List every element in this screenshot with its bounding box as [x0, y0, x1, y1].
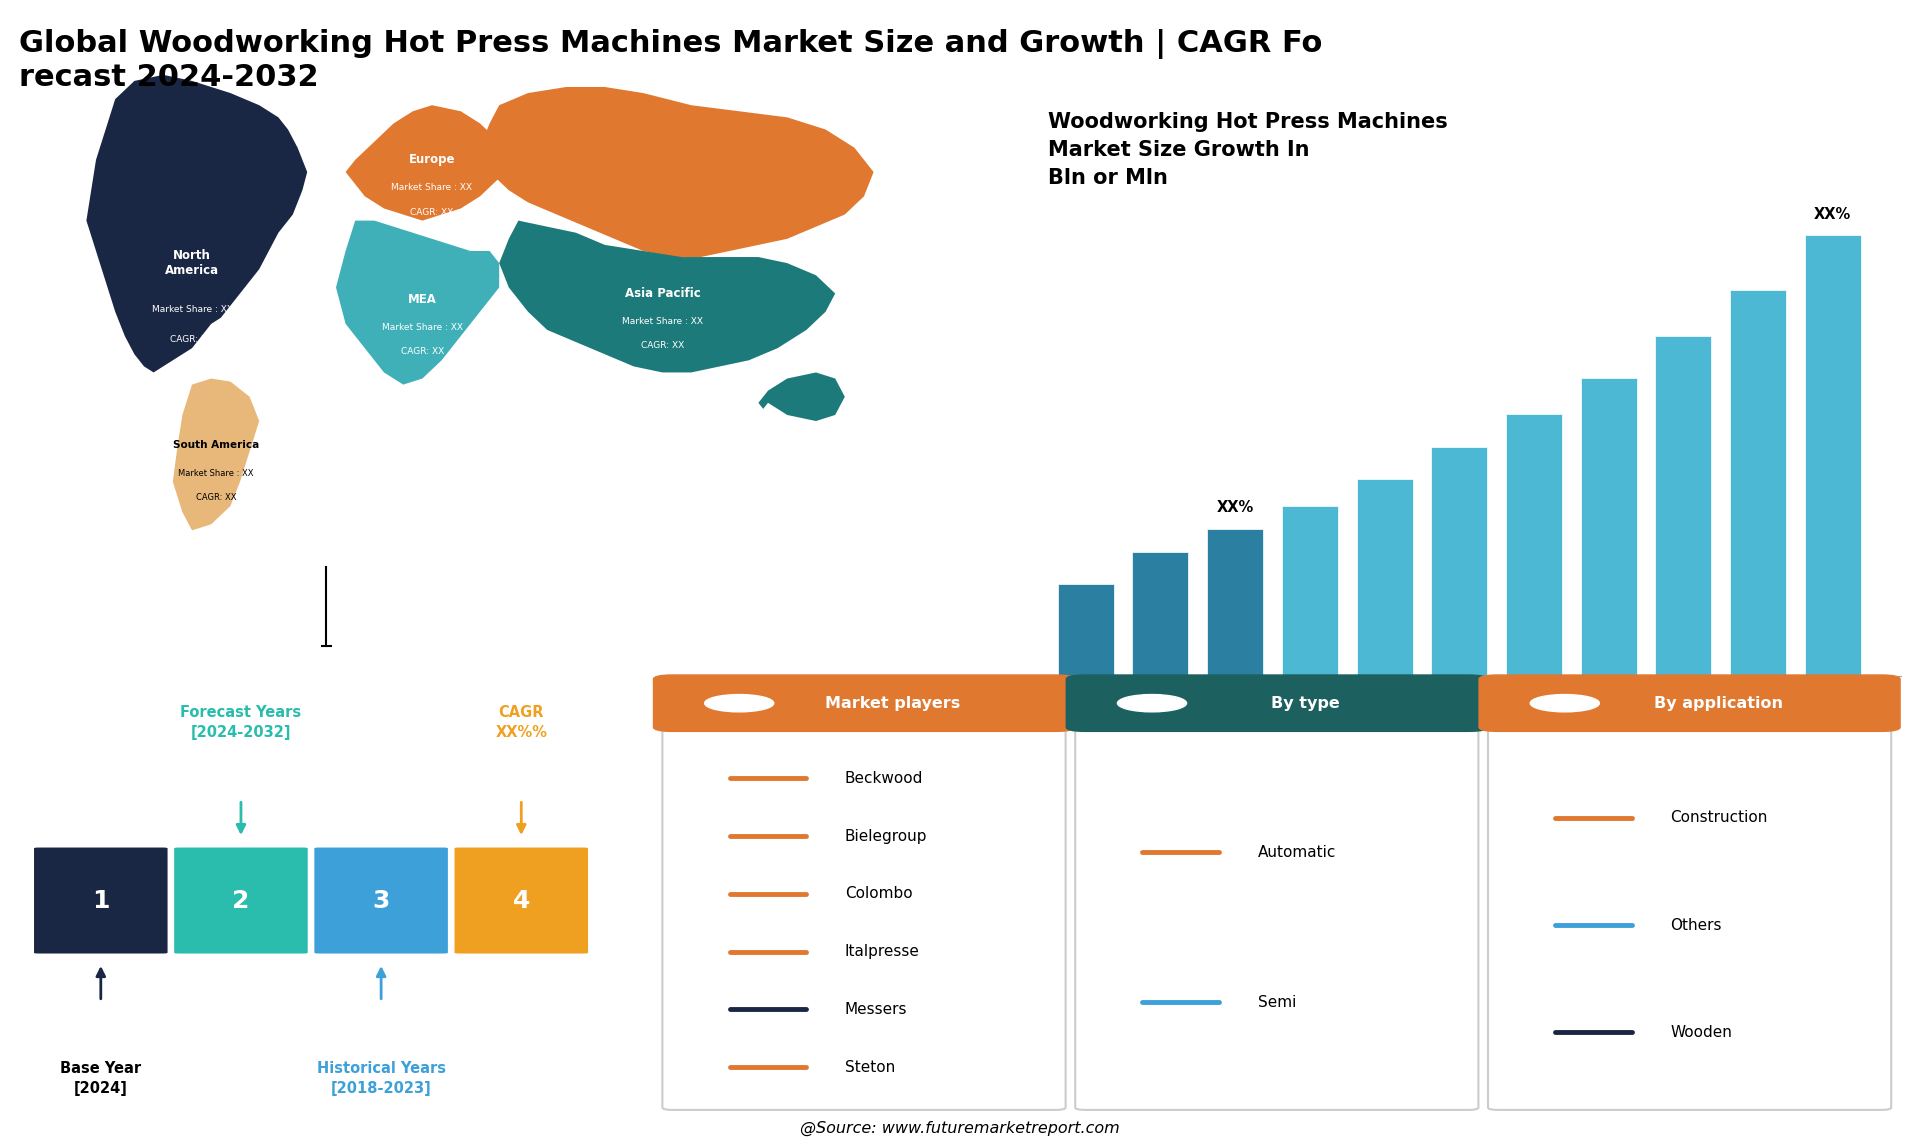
Text: Others: Others: [1670, 918, 1722, 933]
Text: Italpresse: Italpresse: [845, 944, 920, 959]
Text: 1: 1: [92, 888, 109, 912]
Text: Europe: Europe: [409, 154, 455, 166]
Text: Market Share : XX: Market Share : XX: [622, 316, 703, 325]
Polygon shape: [346, 105, 509, 220]
Text: XX%: XX%: [1217, 501, 1254, 516]
Circle shape: [1117, 694, 1187, 712]
Bar: [1505, 415, 1561, 676]
Text: MEA: MEA: [407, 293, 438, 306]
Text: Asia Pacific: Asia Pacific: [624, 286, 701, 300]
Text: Market Share : XX: Market Share : XX: [382, 323, 463, 332]
Bar: [1283, 507, 1338, 676]
Text: South America: South America: [173, 440, 259, 450]
Bar: [1580, 378, 1636, 676]
Polygon shape: [499, 220, 835, 372]
Text: Market Share : XX: Market Share : XX: [152, 305, 232, 314]
FancyBboxPatch shape: [1478, 674, 1901, 732]
Text: @Source: www.futuremarketreport.com: @Source: www.futuremarketreport.com: [801, 1121, 1119, 1137]
Text: CAGR: XX: CAGR: XX: [411, 207, 453, 217]
FancyBboxPatch shape: [173, 846, 309, 955]
Text: Bielegroup: Bielegroup: [845, 829, 927, 843]
Polygon shape: [86, 74, 307, 372]
Circle shape: [1530, 694, 1599, 712]
Text: CAGR: XX: CAGR: XX: [171, 335, 213, 344]
Text: By application: By application: [1653, 696, 1784, 711]
Polygon shape: [173, 378, 259, 531]
Text: CAGR: XX: CAGR: XX: [401, 347, 444, 356]
Text: Historical Years
[2018-2023]: Historical Years [2018-2023]: [317, 1061, 445, 1096]
Text: Colombo: Colombo: [845, 886, 912, 901]
Text: CAGR: XX: CAGR: XX: [196, 493, 236, 502]
Text: 2: 2: [232, 888, 250, 912]
Text: Base Year
[2024]: Base Year [2024]: [60, 1061, 142, 1096]
FancyBboxPatch shape: [33, 846, 169, 955]
Text: Construction: Construction: [1670, 810, 1768, 825]
Text: Forecast Years
[2024-2032]: Forecast Years [2024-2032]: [180, 705, 301, 740]
Circle shape: [705, 694, 774, 712]
Text: recast 2024-2032: recast 2024-2032: [19, 63, 319, 92]
Text: CAGR
XX%%: CAGR XX%%: [495, 705, 547, 740]
Text: Wooden: Wooden: [1670, 1025, 1732, 1039]
Text: Woodworking Hot Press Machines
Market Size Growth In
Bln or Mln: Woodworking Hot Press Machines Market Si…: [1048, 112, 1448, 188]
Text: XX%: XX%: [1814, 206, 1851, 221]
Bar: [1730, 290, 1786, 676]
Text: North
America: North America: [165, 249, 219, 277]
FancyBboxPatch shape: [1066, 674, 1488, 732]
Bar: [1133, 552, 1188, 676]
Polygon shape: [336, 220, 499, 385]
Text: By type: By type: [1271, 696, 1340, 711]
Bar: [1208, 529, 1263, 676]
Text: Beckwood: Beckwood: [845, 771, 924, 786]
Text: Messers: Messers: [845, 1002, 908, 1017]
Polygon shape: [758, 372, 845, 421]
Bar: [1805, 235, 1860, 676]
Bar: [1357, 479, 1413, 676]
Bar: [1058, 584, 1114, 676]
Polygon shape: [480, 87, 874, 257]
Text: Steton: Steton: [845, 1060, 895, 1075]
Text: Global Woodworking Hot Press Machines Market Size and Growth | CAGR Fo: Global Woodworking Hot Press Machines Ma…: [19, 29, 1323, 58]
Text: Market players: Market players: [826, 696, 960, 711]
FancyBboxPatch shape: [313, 846, 449, 955]
Text: 3: 3: [372, 888, 390, 912]
Text: Semi: Semi: [1258, 995, 1296, 1010]
Text: 4: 4: [513, 888, 530, 912]
Text: CAGR: XX: CAGR: XX: [641, 342, 684, 351]
FancyBboxPatch shape: [453, 846, 589, 955]
Text: Automatic: Automatic: [1258, 845, 1336, 860]
FancyBboxPatch shape: [653, 674, 1075, 732]
Text: Market Share : XX: Market Share : XX: [179, 469, 253, 478]
Bar: [1655, 337, 1711, 676]
Text: Market Share : XX: Market Share : XX: [392, 183, 472, 193]
Bar: [1430, 447, 1488, 676]
